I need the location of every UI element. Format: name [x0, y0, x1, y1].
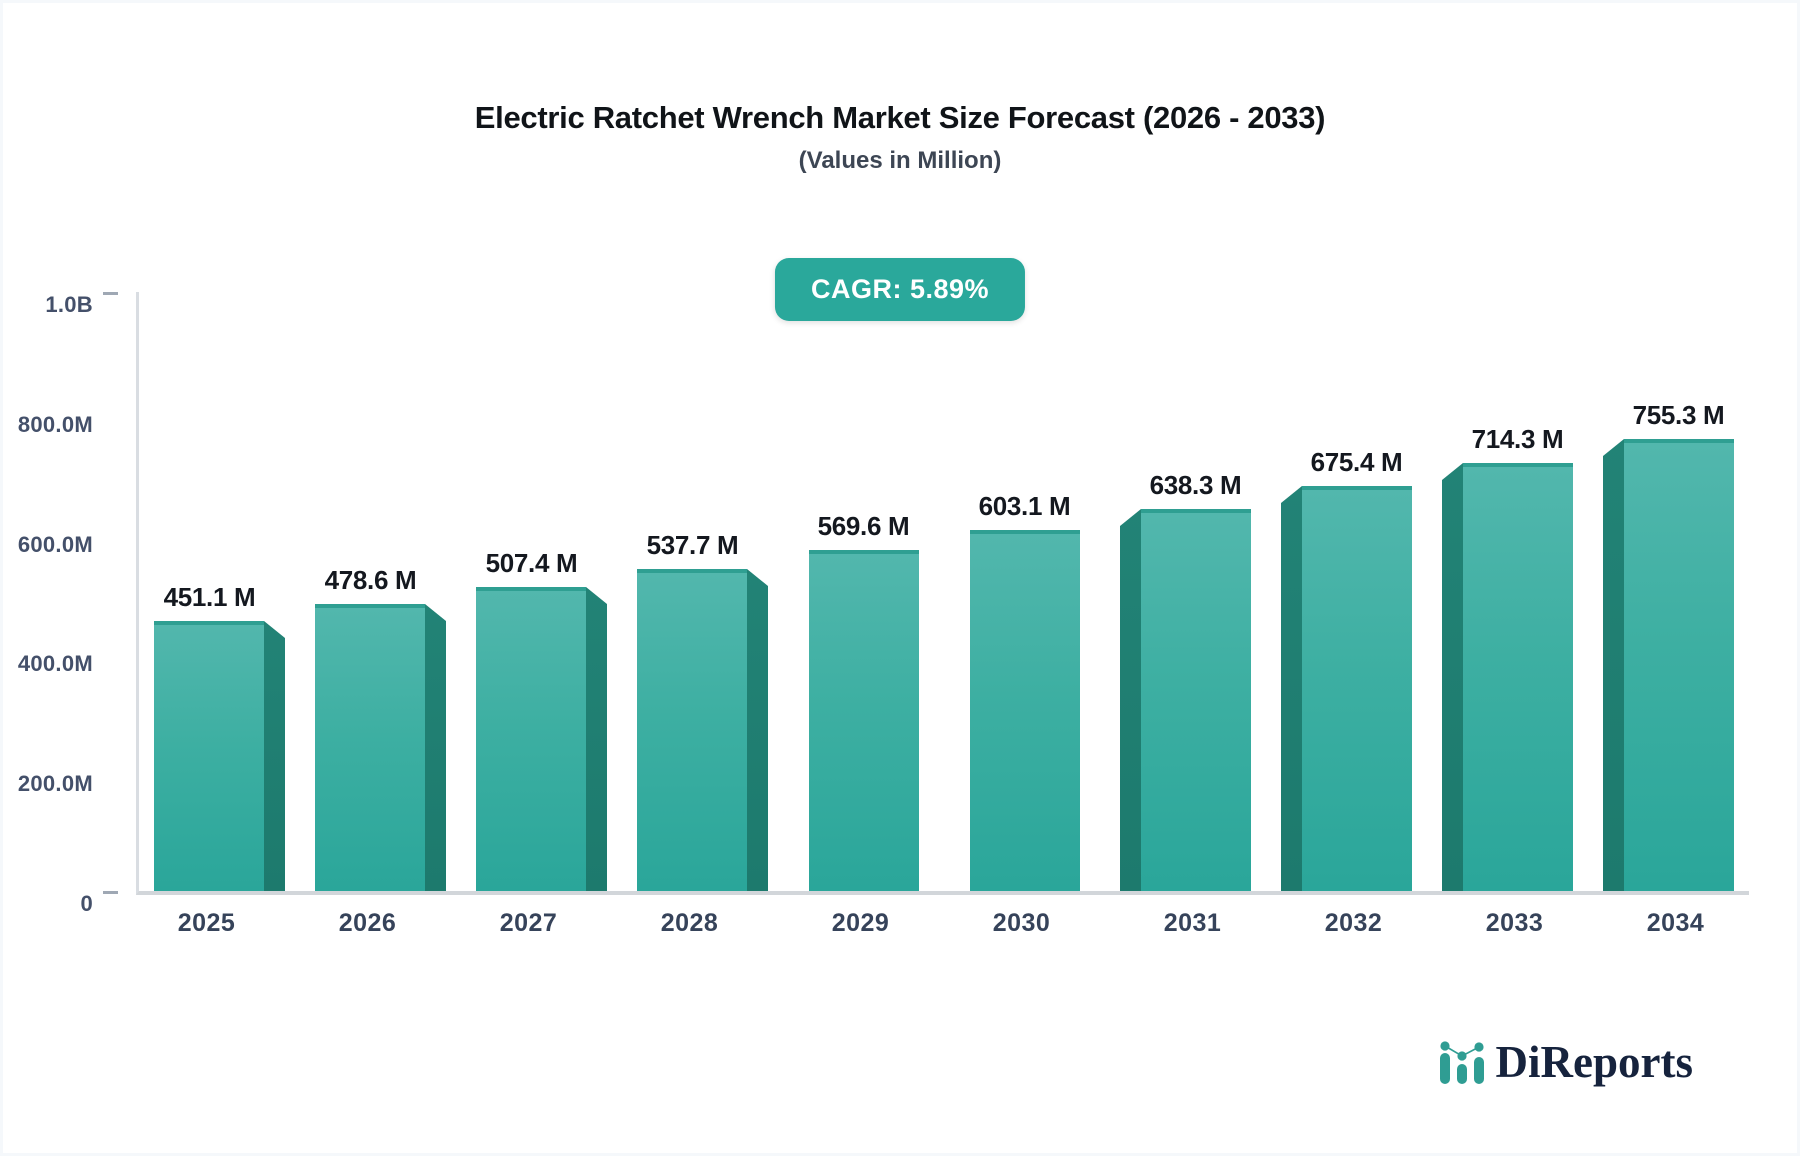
- bar-2030: [969, 530, 1080, 891]
- bar-slot-2034: 755.3 M: [1588, 400, 1749, 891]
- x-label-slot: 2028: [619, 909, 780, 938]
- x-axis-label-2025: 2025: [177, 909, 236, 937]
- bar-2029: [808, 550, 919, 891]
- x-axis-label-2030: 2030: [992, 909, 1051, 937]
- bar-value-label: 638.3 M: [1149, 470, 1242, 500]
- chart-title: Electric Ratchet Wrench Market Size Fore…: [474, 100, 1326, 135]
- bar-face: [1624, 439, 1734, 891]
- bar-3d-side: [1281, 486, 1302, 891]
- y-tick-label: 1.0B: [45, 292, 93, 317]
- bar-face: [476, 587, 586, 891]
- y-axis: 1.0B 800.0M 600.0M 400.0M 200.0M 0: [3, 292, 136, 916]
- y-tick-mark: [103, 891, 118, 894]
- bar-3d-side: [425, 604, 446, 891]
- x-axis-label-2029: 2029: [831, 909, 890, 937]
- x-axis-label-2028: 2028: [660, 909, 719, 937]
- bar-slot-2026: 478.6 M: [300, 565, 461, 891]
- chart-subtitle: (Values in Million): [798, 147, 1002, 174]
- bar-slot-2028: 537.7 M: [622, 530, 783, 891]
- bar-2027: [476, 587, 607, 891]
- bar-value-label: 603.1 M: [978, 491, 1071, 521]
- x-label-slot: 2030: [941, 909, 1102, 938]
- bar-slot-2029: 569.6 M: [783, 511, 944, 891]
- y-tick-label: 400.0M: [17, 651, 93, 677]
- bar-face: [969, 530, 1080, 891]
- bar-face: [1141, 509, 1251, 891]
- x-axis-label-2027: 2027: [499, 909, 558, 937]
- bar-slot-2030: 603.1 M: [944, 491, 1105, 891]
- bar-value-label: 537.7 M: [646, 530, 739, 560]
- bar-face: [154, 621, 264, 891]
- y-tick-label: 600.0M: [17, 531, 93, 557]
- bar-slot-2033: 714.3 M: [1427, 424, 1588, 891]
- x-axis-label-2033: 2033: [1485, 909, 1544, 937]
- x-axis-label-2032: 2032: [1324, 909, 1383, 937]
- bar-value-label: 451.1 M: [163, 582, 256, 612]
- bar-3d-side: [1120, 509, 1141, 891]
- bar-value-label: 507.4 M: [485, 548, 578, 578]
- plot-bars: 451.1 M 478.6 M 507.4 M 537.7 M 569.6 M 603.1…: [136, 292, 1749, 895]
- x-label-slot: 2026: [297, 909, 458, 938]
- x-label-slot: 2031: [1102, 909, 1263, 938]
- bar-face: [315, 604, 425, 891]
- cagr-badge: CAGR: 5.89%: [774, 258, 1026, 321]
- x-label-slot: 2027: [458, 909, 619, 938]
- bar-value-label: 478.6 M: [324, 565, 417, 595]
- x-axis-label-2034: 2034: [1646, 909, 1705, 937]
- x-axis-labels: 2025 2026 2027 2028 2029 2030 2031 2032 2033 2034: [136, 909, 1746, 938]
- bar-slot-2031: 638.3 M: [1105, 470, 1266, 891]
- bar-3d-side: [1442, 463, 1463, 891]
- x-label-slot: 2033: [1424, 909, 1585, 938]
- y-tick-mark: [103, 292, 118, 295]
- bar-3d-side: [747, 569, 768, 891]
- bar-3d-side: [586, 587, 607, 891]
- bar-2033: [1442, 463, 1573, 891]
- bar-2032: [1281, 486, 1412, 891]
- bar-face: [808, 550, 919, 891]
- bar-face: [1463, 463, 1573, 891]
- x-label-slot: 2029: [780, 909, 941, 938]
- brand-logo: DiReports: [1437, 1037, 1693, 1087]
- x-axis-label-2026: 2026: [338, 909, 397, 937]
- y-tick-label: 0: [80, 891, 93, 916]
- bar-value-label: 569.6 M: [817, 511, 910, 541]
- x-label-slot: 2025: [136, 909, 297, 938]
- x-label-slot: 2034: [1585, 909, 1746, 938]
- bar-2028: [637, 569, 768, 891]
- bar-3d-side: [1603, 439, 1624, 891]
- y-tick-label: 200.0M: [17, 771, 93, 797]
- chart-header: Electric Ratchet Wrench Market Size Fore…: [3, 99, 1797, 175]
- bar-3d-side: [264, 621, 285, 891]
- plot-area: 451.1 M 478.6 M 507.4 M 537.7 M 569.6 M 603.1…: [136, 292, 1749, 895]
- x-axis-label-2031: 2031: [1163, 909, 1222, 937]
- bar-chart-trend-icon: [1439, 1041, 1484, 1084]
- bar-slot-2032: 675.4 M: [1266, 447, 1427, 891]
- bar-2031: [1120, 509, 1251, 891]
- bar-face: [637, 569, 747, 891]
- bar-value-label: 755.3 M: [1632, 400, 1725, 430]
- brand-logo-text: DiReports: [1495, 1036, 1693, 1087]
- bar-face: [1302, 486, 1412, 891]
- bar-value-label: 714.3 M: [1471, 424, 1564, 454]
- bar-slot-2027: 507.4 M: [461, 548, 622, 891]
- bar-2034: [1603, 439, 1734, 891]
- bar-2025: [154, 621, 285, 891]
- x-label-slot: 2032: [1263, 909, 1424, 938]
- bar-slot-2025: 451.1 M: [139, 582, 300, 891]
- bar-value-label: 675.4 M: [1310, 447, 1403, 477]
- y-tick-label: 800.0M: [17, 411, 93, 437]
- bar-2026: [315, 604, 446, 891]
